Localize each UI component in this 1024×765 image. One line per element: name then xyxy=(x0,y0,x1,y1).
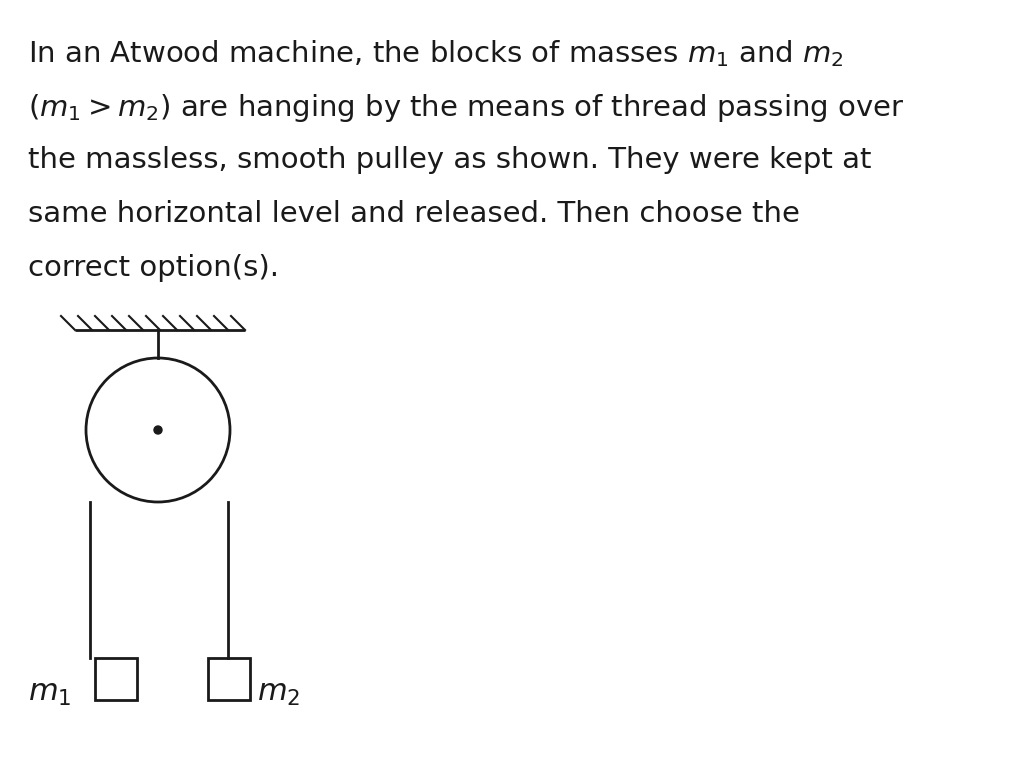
Text: In an Atwood machine, the blocks of masses $m_1$ and $m_2$: In an Atwood machine, the blocks of mass… xyxy=(28,38,844,69)
Text: $(m_1 > m_2)$ are hanging by the means of thread passing over: $(m_1 > m_2)$ are hanging by the means o… xyxy=(28,92,904,124)
Text: $m_1$: $m_1$ xyxy=(28,679,72,708)
Bar xyxy=(95,658,137,700)
Text: $m_2$: $m_2$ xyxy=(257,679,300,708)
Text: the massless, smooth pulley as shown. They were kept at: the massless, smooth pulley as shown. Th… xyxy=(28,146,871,174)
Text: same horizontal level and released. Then choose the: same horizontal level and released. Then… xyxy=(28,200,800,228)
Text: correct option(s).: correct option(s). xyxy=(28,254,279,282)
Circle shape xyxy=(154,426,162,434)
Bar xyxy=(208,658,250,700)
